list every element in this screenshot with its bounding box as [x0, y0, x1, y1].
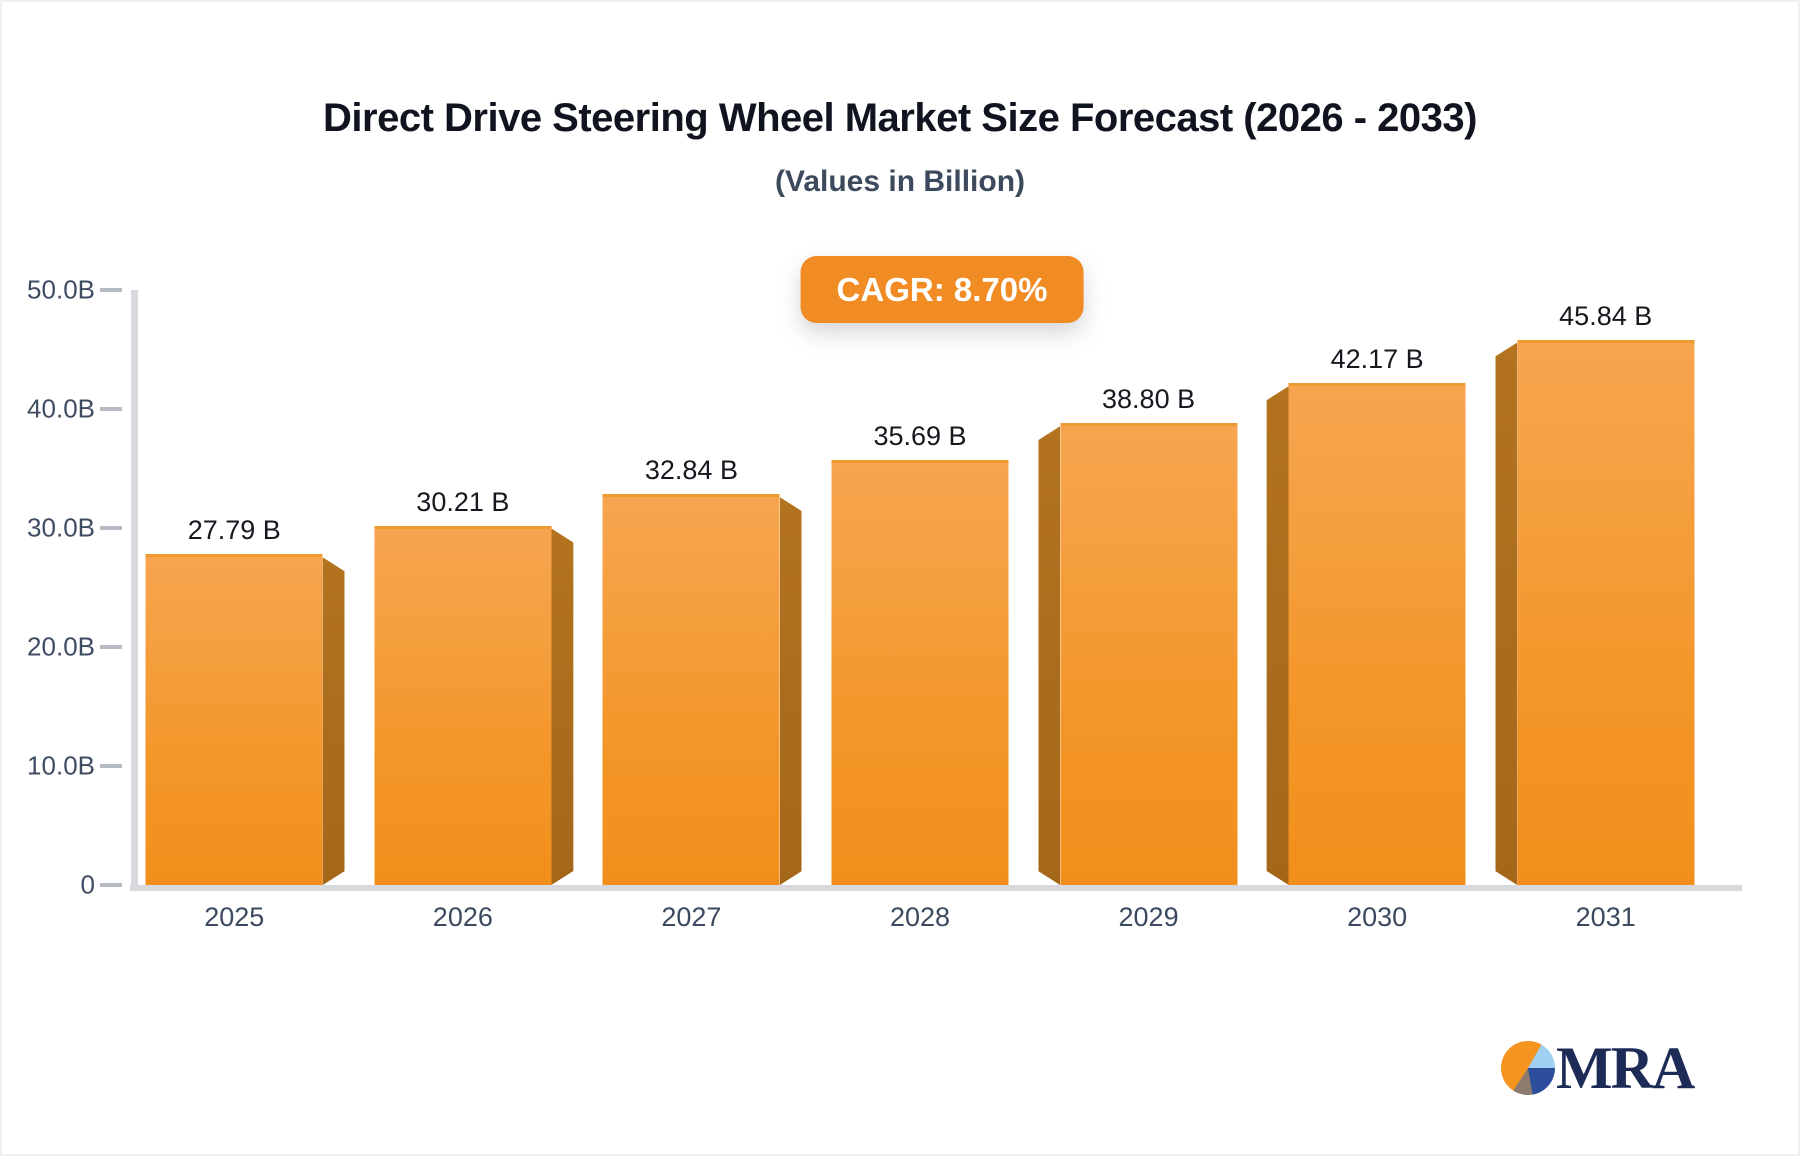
bar-column-2025: 27.79 B 2025 — [120, 290, 349, 932]
y-tick-dash — [100, 526, 122, 530]
y-tick-dash — [100, 645, 122, 649]
bar-value-label: 45.84 B — [1559, 300, 1653, 331]
x-axis-label: 2030 — [1347, 902, 1408, 932]
y-tick-label: 50.0B — [27, 274, 95, 305]
bar-value-label: 42.17 B — [1330, 344, 1424, 375]
y-tick-dash — [100, 288, 122, 292]
bar-column-2028: 35.69 B 2028 — [806, 290, 1035, 932]
bar-value-label: 30.21 B — [416, 486, 510, 517]
x-axis-label: 2026 — [432, 902, 493, 932]
bar-value-label: 38.80 B — [1102, 384, 1196, 415]
x-axis-label: 2025 — [204, 902, 265, 932]
bar-column-2029: 38.80 B 2029 — [1034, 290, 1263, 932]
bar-value-label: 32.84 B — [644, 455, 738, 486]
y-tick-dash — [100, 764, 122, 768]
bar-2027 — [602, 494, 780, 885]
x-axis-label: 2031 — [1575, 902, 1636, 932]
bar-value-label: 35.69 B — [873, 421, 967, 452]
bar-side-face — [323, 557, 345, 885]
bar-value-label: 27.79 B — [187, 515, 281, 546]
logo-text: MRA — [1556, 1035, 1695, 1101]
bar-2030 — [1289, 383, 1466, 885]
bar-column-2031: 45.84 B 2031 — [1491, 290, 1720, 932]
x-axis-label: 2027 — [661, 902, 722, 932]
bar-column-2027: 32.84 B 2027 — [577, 290, 806, 932]
bar-side-face — [551, 529, 573, 885]
bar-column-2030: 42.17 B 2030 — [1263, 290, 1492, 932]
bar-2031 — [1517, 339, 1695, 885]
y-tick-dash — [100, 883, 122, 887]
x-axis-line — [130, 885, 1742, 891]
chart-title: Direct Drive Steering Wheel Market Size … — [323, 96, 1477, 140]
bar-column-2026: 30.21 B 2026 — [349, 290, 578, 932]
y-tick-label: 40.0B — [27, 393, 95, 424]
bar-2029 — [1060, 423, 1238, 885]
y-tick-label: 0 — [80, 869, 95, 900]
bar-side-face — [780, 497, 802, 885]
bar-side-face — [1495, 343, 1517, 885]
x-axis-label: 2029 — [1118, 902, 1179, 932]
bar-2028 — [831, 460, 1009, 885]
bar-2025 — [145, 554, 323, 885]
chart-subtitle: (Values in Billion) — [774, 165, 1026, 198]
mra-logo: MRA — [1501, 1035, 1695, 1101]
logo-pie-icon — [1501, 1041, 1555, 1095]
cagr-badge: CAGR: 8.70% — [800, 256, 1084, 323]
y-tick-label: 10.0B — [27, 750, 95, 781]
bar-side-face — [1038, 426, 1060, 885]
bar-side-face — [1267, 386, 1289, 885]
x-axis-label: 2028 — [889, 902, 951, 932]
bar-2026 — [374, 525, 551, 885]
bar-plot-area: 27.79 B 2025 30.21 B 2026 32.84 B 2027 35.69 B… — [120, 290, 1720, 932]
y-axis-line — [131, 290, 138, 891]
y-tick-label: 20.0B — [27, 631, 95, 662]
y-tick-dash — [100, 407, 122, 411]
y-tick-label: 30.0B — [27, 512, 95, 543]
